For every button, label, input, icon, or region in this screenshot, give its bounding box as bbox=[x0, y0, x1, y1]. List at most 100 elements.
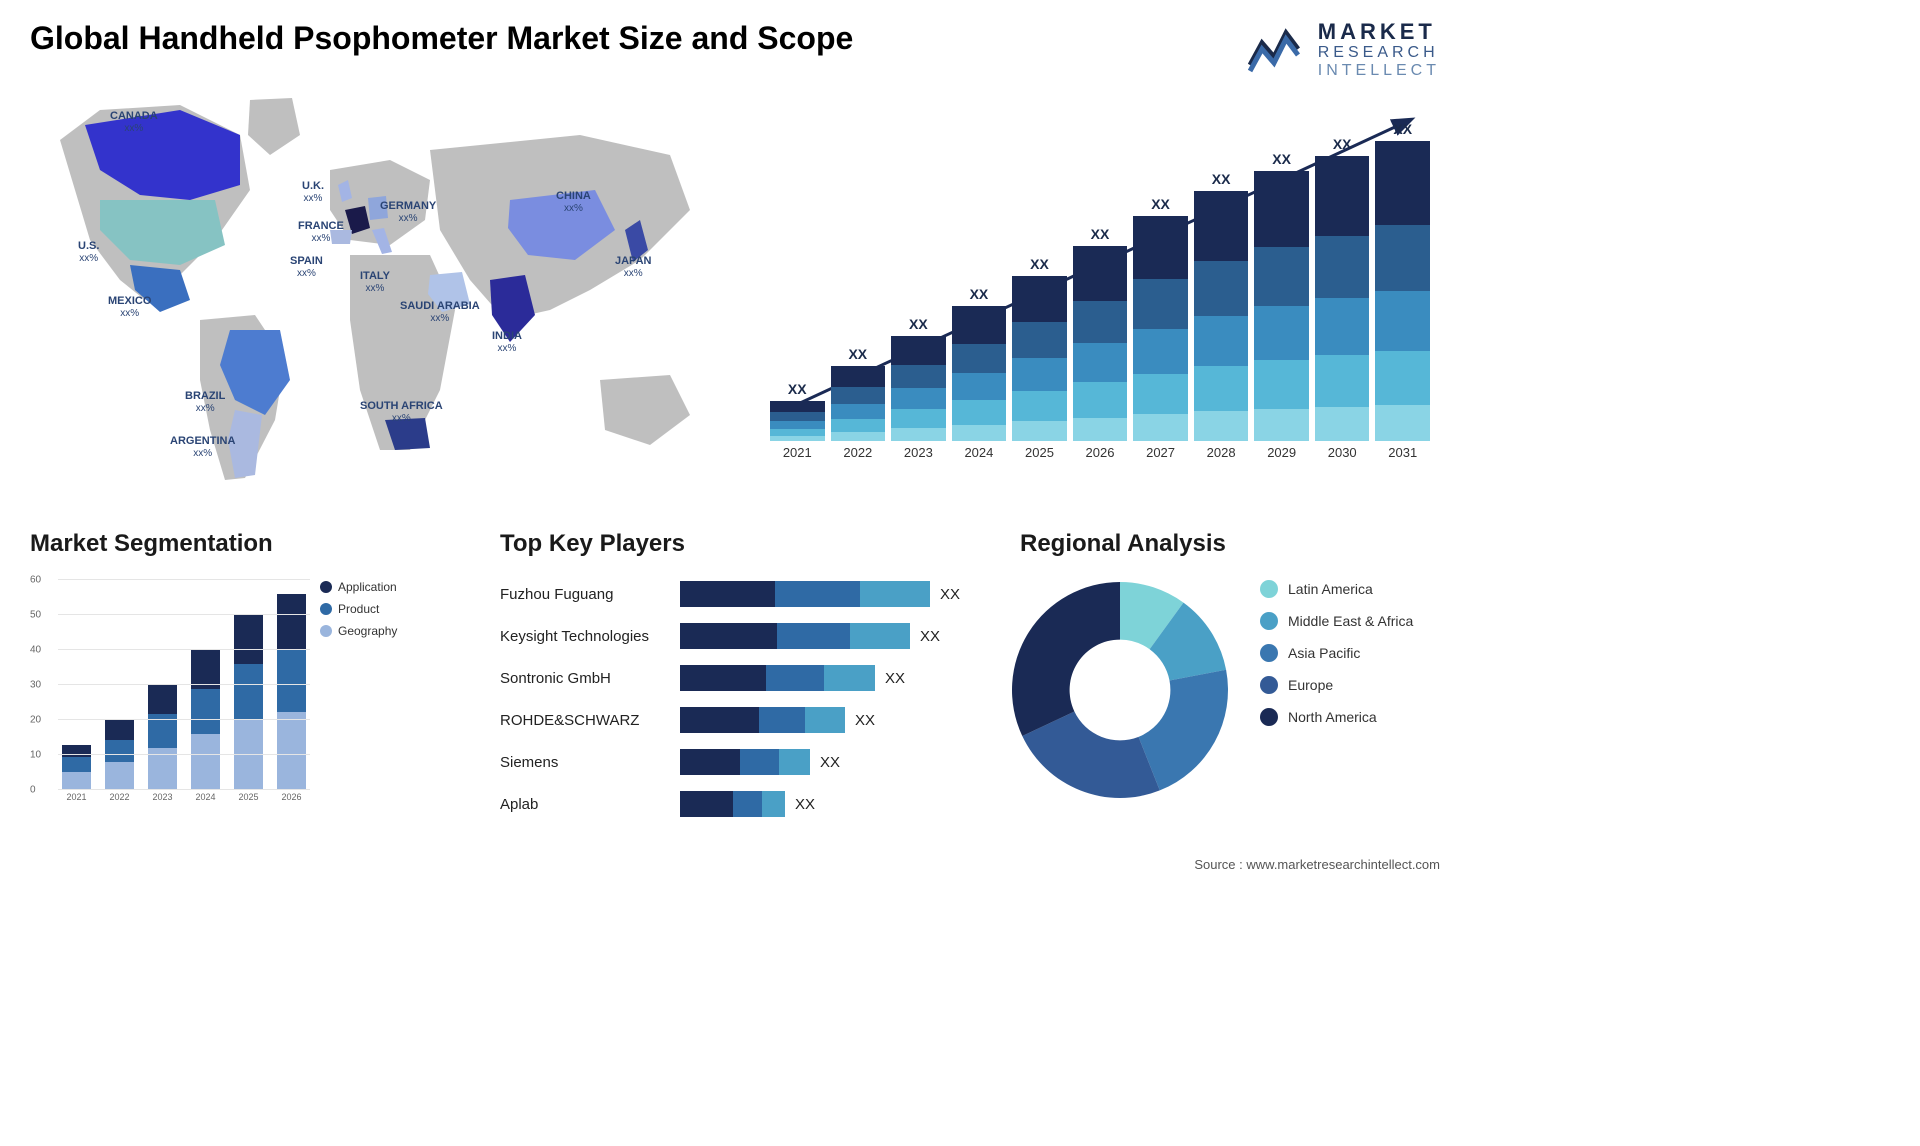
bar-segment bbox=[1315, 298, 1370, 355]
y-tick: 0 bbox=[30, 785, 36, 796]
seg-segment bbox=[191, 689, 221, 734]
bar-segment bbox=[891, 336, 946, 365]
player-row: ROHDE&SCHWARZXX bbox=[500, 701, 980, 739]
legend-label: Europe bbox=[1288, 677, 1333, 693]
player-segment bbox=[733, 791, 762, 817]
seg-segment bbox=[148, 685, 178, 714]
seg-x-label: 2024 bbox=[187, 792, 224, 802]
bar-segment bbox=[770, 412, 825, 421]
x-axis-label: 2030 bbox=[1328, 445, 1357, 460]
main-bar-2028: XX2028 bbox=[1194, 171, 1249, 460]
bar-segment bbox=[1012, 421, 1067, 441]
regional-legend-item: Latin America bbox=[1260, 580, 1460, 598]
bar-segment bbox=[1012, 358, 1067, 391]
bar-segment bbox=[1012, 391, 1067, 421]
player-segment bbox=[680, 791, 733, 817]
player-segment bbox=[775, 581, 860, 607]
bar-segment bbox=[770, 421, 825, 429]
x-axis-label: 2031 bbox=[1388, 445, 1417, 460]
bar-value-label: XX bbox=[1333, 136, 1352, 152]
player-value: XX bbox=[795, 796, 815, 813]
regional-title: Regional Analysis bbox=[1020, 530, 1226, 558]
bar-segment bbox=[1073, 418, 1128, 441]
regional-donut bbox=[1000, 570, 1240, 810]
legend-dot-icon bbox=[1260, 612, 1278, 630]
bar-value-label: XX bbox=[1030, 256, 1049, 272]
y-tick: 30 bbox=[30, 680, 41, 691]
bar-segment bbox=[1194, 191, 1249, 261]
map-label-us: U.S.xx% bbox=[78, 240, 99, 265]
bar-segment bbox=[1133, 329, 1188, 374]
bar-segment bbox=[891, 428, 946, 441]
bar-segment bbox=[770, 429, 825, 436]
y-tick: 10 bbox=[30, 750, 41, 761]
bar-segment bbox=[770, 401, 825, 412]
players-chart: Fuzhou FuguangXXKeysight TechnologiesXXS… bbox=[500, 575, 980, 835]
seg-segment bbox=[234, 615, 264, 664]
bar-segment bbox=[1254, 306, 1309, 360]
player-value: XX bbox=[940, 586, 960, 603]
map-label-saudi_arabia: SAUDI ARABIAxx% bbox=[400, 300, 480, 325]
bar-segment bbox=[952, 400, 1007, 424]
bar-segment bbox=[891, 388, 946, 409]
seg-segment bbox=[191, 734, 221, 790]
map-label-france: FRANCExx% bbox=[298, 220, 344, 245]
bar-value-label: XX bbox=[970, 286, 989, 302]
player-row: Fuzhou FuguangXX bbox=[500, 575, 980, 613]
map-label-india: INDIAxx% bbox=[492, 330, 522, 355]
map-label-canada: CANADAxx% bbox=[110, 110, 158, 135]
bar-value-label: XX bbox=[848, 346, 867, 362]
player-segment bbox=[740, 749, 779, 775]
x-axis-label: 2029 bbox=[1267, 445, 1296, 460]
segmentation-chart: 202120222023202420252026 0102030405060 A… bbox=[30, 570, 430, 830]
map-label-japan: JAPANxx% bbox=[615, 255, 651, 280]
x-axis-label: 2022 bbox=[843, 445, 872, 460]
player-value: XX bbox=[855, 712, 875, 729]
bar-segment bbox=[1073, 301, 1128, 344]
legend-label: Middle East & Africa bbox=[1288, 613, 1413, 629]
main-bar-chart: XX2021XX2022XX2023XX2024XX2025XX2026XX20… bbox=[770, 100, 1430, 480]
regional-legend: Latin America Middle East & Africa Asia Pa… bbox=[1260, 580, 1460, 740]
seg-bar-2023: 2023 bbox=[144, 685, 181, 790]
y-tick: 50 bbox=[30, 610, 41, 621]
segmentation-title: Market Segmentation bbox=[30, 530, 273, 558]
y-tick: 40 bbox=[30, 645, 41, 656]
main-bar-2027: XX2027 bbox=[1133, 196, 1188, 460]
legend-label: Application bbox=[338, 580, 397, 594]
legend-dot-icon bbox=[320, 625, 332, 637]
player-value: XX bbox=[920, 628, 940, 645]
bar-value-label: XX bbox=[788, 381, 807, 397]
seg-segment bbox=[234, 664, 264, 720]
legend-label: Product bbox=[338, 602, 379, 616]
world-map: CANADAxx%U.S.xx%MEXICOxx%BRAZILxx%ARGENT… bbox=[30, 80, 730, 500]
player-segment bbox=[759, 707, 805, 733]
player-row: Aplab XX bbox=[500, 785, 980, 823]
regional-legend-item: Asia Pacific bbox=[1260, 644, 1460, 662]
bar-segment bbox=[1315, 236, 1370, 299]
bar-segment bbox=[1375, 141, 1430, 225]
bar-segment bbox=[1375, 405, 1430, 441]
bar-segment bbox=[1073, 343, 1128, 382]
seg-bar-2025: 2025 bbox=[230, 615, 267, 790]
bar-segment bbox=[891, 409, 946, 428]
seg-x-label: 2022 bbox=[101, 792, 138, 802]
logo-line1: MARKET bbox=[1318, 20, 1440, 44]
player-segment bbox=[777, 623, 851, 649]
bar-segment bbox=[1133, 374, 1188, 415]
bar-segment bbox=[1375, 351, 1430, 405]
main-bar-2029: XX2029 bbox=[1254, 151, 1309, 460]
legend-label: Latin America bbox=[1288, 581, 1373, 597]
seg-segment bbox=[277, 594, 307, 649]
bar-segment bbox=[1073, 382, 1128, 417]
legend-dot-icon bbox=[320, 603, 332, 615]
bar-value-label: XX bbox=[1393, 121, 1412, 137]
map-label-argentina: ARGENTINAxx% bbox=[170, 435, 235, 460]
seg-x-label: 2025 bbox=[230, 792, 267, 802]
map-label-south_africa: SOUTH AFRICAxx% bbox=[360, 400, 443, 425]
bar-segment bbox=[1315, 407, 1370, 441]
player-name: Aplab bbox=[500, 796, 680, 813]
seg-segment bbox=[105, 720, 135, 740]
main-bar-2025: XX2025 bbox=[1012, 256, 1067, 460]
map-label-china: CHINAxx% bbox=[556, 190, 591, 215]
bar-value-label: XX bbox=[909, 316, 928, 332]
